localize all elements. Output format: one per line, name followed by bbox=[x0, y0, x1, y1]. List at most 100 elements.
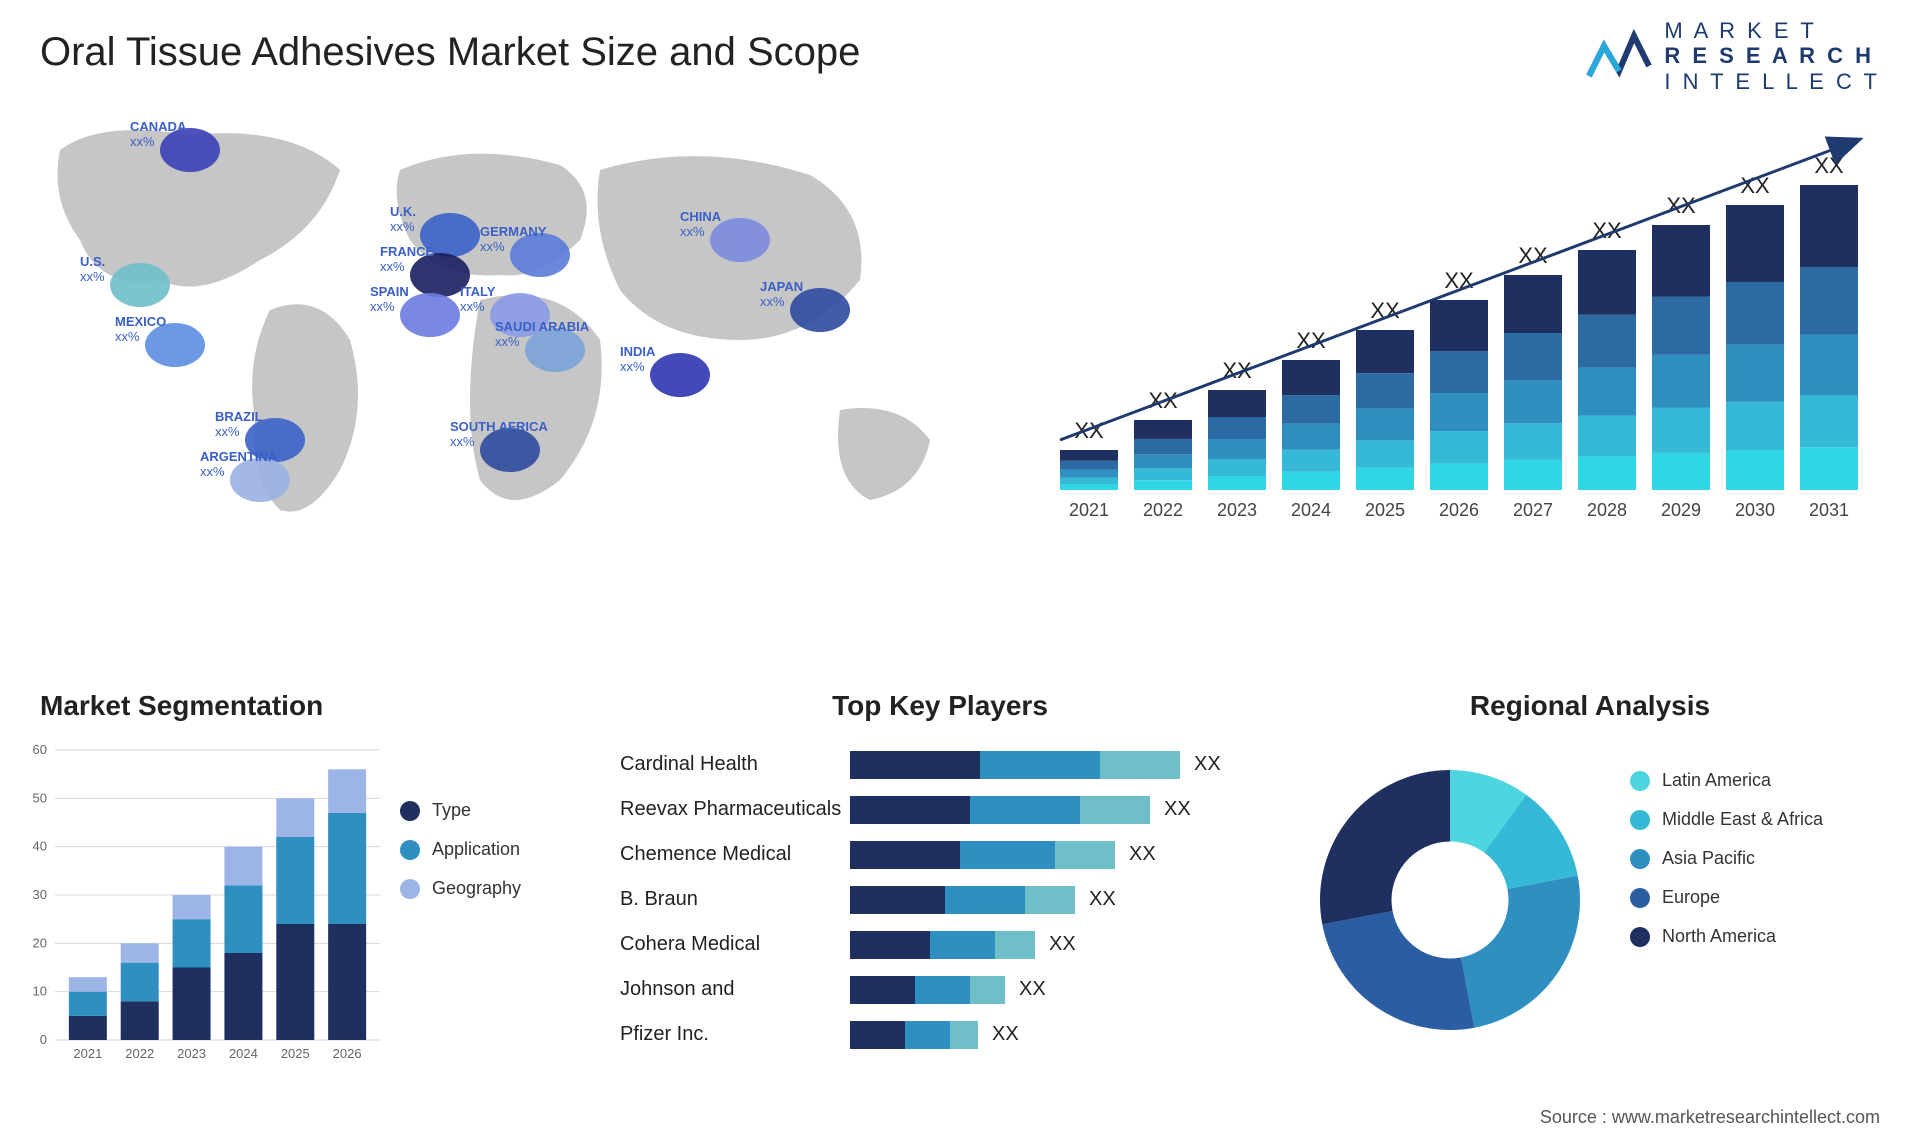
player-name: B. Braun bbox=[620, 888, 850, 911]
player-bar bbox=[850, 841, 1115, 869]
segmentation-title: Market Segmentation bbox=[40, 690, 600, 722]
donut-svg bbox=[1300, 750, 1600, 1050]
seg-legend-application: Application bbox=[400, 839, 521, 860]
map-label-india: INDIAxx% bbox=[620, 345, 655, 375]
source-text: Source : www.marketresearchintellect.com bbox=[1540, 1107, 1880, 1128]
svg-text:2025: 2025 bbox=[281, 1046, 310, 1061]
page-title: Oral Tissue Adhesives Market Size and Sc… bbox=[40, 30, 860, 75]
players-section: Top Key Players bbox=[620, 690, 1260, 722]
svg-text:0: 0 bbox=[40, 1032, 47, 1047]
player-name: Pfizer Inc. bbox=[620, 1023, 850, 1046]
player-value: XX bbox=[1164, 798, 1191, 821]
svg-text:2023: 2023 bbox=[177, 1046, 206, 1061]
svg-text:10: 10 bbox=[33, 984, 47, 999]
map-label-mexico: MEXICOxx% bbox=[115, 315, 166, 345]
world-map: CANADAxx% U.S.xx% MEXICOxx% BRAZILxx% ARGENT… bbox=[40, 110, 980, 540]
svg-text:2024: 2024 bbox=[1291, 500, 1331, 520]
svg-text:2029: 2029 bbox=[1661, 500, 1701, 520]
logo-text: M A R K E T R E S E A R C H I N T E L L … bbox=[1664, 18, 1880, 94]
svg-text:2024: 2024 bbox=[229, 1046, 258, 1061]
svg-text:2022: 2022 bbox=[125, 1046, 154, 1061]
svg-text:2021: 2021 bbox=[73, 1046, 102, 1061]
logo-icon bbox=[1584, 26, 1654, 86]
player-row: Johnson and XX bbox=[620, 967, 1260, 1012]
players-title: Top Key Players bbox=[620, 690, 1260, 722]
svg-text:2027: 2027 bbox=[1513, 500, 1553, 520]
player-name: Reevax Pharmaceuticals bbox=[620, 798, 850, 821]
svg-text:2028: 2028 bbox=[1587, 500, 1627, 520]
player-row: Pfizer Inc. XX bbox=[620, 1012, 1260, 1057]
segmentation-chart: 0 10 20 30 40 50 60 2021 2022 2023 2024 2025 2026 bbox=[20, 740, 390, 1070]
player-row: Cohera Medical XX bbox=[620, 922, 1260, 967]
map-label-argentina: ARGENTINAxx% bbox=[200, 450, 277, 480]
map-label-south-africa: SOUTH AFRICAxx% bbox=[450, 420, 548, 450]
region-legend-latin-america: Latin America bbox=[1630, 770, 1823, 791]
svg-text:XX: XX bbox=[1518, 243, 1548, 268]
svg-text:60: 60 bbox=[33, 742, 47, 757]
svg-text:XX: XX bbox=[1814, 153, 1844, 178]
svg-text:2023: 2023 bbox=[1217, 500, 1257, 520]
map-label-japan: JAPANxx% bbox=[760, 280, 803, 310]
player-name: Cohera Medical bbox=[620, 933, 850, 956]
player-row: Cardinal Health XX bbox=[620, 742, 1260, 787]
region-legend-middle-east-africa: Middle East & Africa bbox=[1630, 809, 1823, 830]
growth-chart-svg: XX2021XX2022XX2023XX2024XX2025XX2026XX20… bbox=[1040, 120, 1880, 540]
svg-text:2030: 2030 bbox=[1735, 500, 1775, 520]
svg-text:2022: 2022 bbox=[1143, 500, 1183, 520]
player-bar bbox=[850, 1021, 978, 1049]
segmentation-legend: Type Application Geography bbox=[400, 800, 521, 917]
region-legend-europe: Europe bbox=[1630, 887, 1823, 908]
logo-line2: R E S E A R C H bbox=[1664, 43, 1880, 68]
map-label-italy: ITALYxx% bbox=[460, 285, 495, 315]
logo-line3: I N T E L L E C T bbox=[1664, 69, 1880, 94]
player-name: Johnson and bbox=[620, 978, 850, 1001]
player-name: Chemence Medical bbox=[620, 843, 850, 866]
regional-section: Regional Analysis bbox=[1300, 690, 1880, 722]
map-label-china: CHINAxx% bbox=[680, 210, 721, 240]
player-row: B. Braun XX bbox=[620, 877, 1260, 922]
map-label-brazil: BRAZILxx% bbox=[215, 410, 263, 440]
svg-text:30: 30 bbox=[33, 887, 47, 902]
map-label-u-k-: U.K.xx% bbox=[390, 205, 416, 235]
player-value: XX bbox=[1194, 753, 1221, 776]
svg-text:2021: 2021 bbox=[1069, 500, 1109, 520]
svg-text:XX: XX bbox=[1740, 173, 1770, 198]
player-bar bbox=[850, 751, 1180, 779]
svg-text:50: 50 bbox=[33, 790, 47, 805]
player-bar bbox=[850, 976, 1005, 1004]
player-row: Reevax Pharmaceuticals XX bbox=[620, 787, 1260, 832]
regional-legend: Latin America Middle East & Africa Asia Pa… bbox=[1630, 770, 1823, 965]
map-label-u-s-: U.S.xx% bbox=[80, 255, 105, 285]
regional-title: Regional Analysis bbox=[1300, 690, 1880, 722]
player-name: Cardinal Health bbox=[620, 753, 850, 776]
player-value: XX bbox=[1019, 978, 1046, 1001]
map-label-canada: CANADAxx% bbox=[130, 120, 186, 150]
player-value: XX bbox=[1089, 888, 1116, 911]
growth-chart: XX2021XX2022XX2023XX2024XX2025XX2026XX20… bbox=[1040, 120, 1880, 540]
map-label-spain: SPAINxx% bbox=[370, 285, 409, 315]
player-bar bbox=[850, 886, 1075, 914]
seg-legend-geography: Geography bbox=[400, 878, 521, 899]
svg-text:40: 40 bbox=[33, 839, 47, 854]
logo-line1: M A R K E T bbox=[1664, 18, 1880, 43]
seg-legend-type: Type bbox=[400, 800, 521, 821]
segmentation-section: Market Segmentation bbox=[40, 690, 600, 722]
svg-text:2031: 2031 bbox=[1809, 500, 1849, 520]
player-value: XX bbox=[1129, 843, 1156, 866]
svg-text:2026: 2026 bbox=[1439, 500, 1479, 520]
region-legend-asia-pacific: Asia Pacific bbox=[1630, 848, 1823, 869]
player-value: XX bbox=[1049, 933, 1076, 956]
svg-text:20: 20 bbox=[33, 935, 47, 950]
players-list: Cardinal Health XX Reevax Pharmaceuticals X… bbox=[620, 742, 1260, 1057]
player-row: Chemence Medical XX bbox=[620, 832, 1260, 877]
map-label-germany: GERMANYxx% bbox=[480, 225, 546, 255]
svg-text:2026: 2026 bbox=[333, 1046, 362, 1061]
svg-text:2025: 2025 bbox=[1365, 500, 1405, 520]
map-label-france: FRANCExx% bbox=[380, 245, 434, 275]
player-value: XX bbox=[992, 1023, 1019, 1046]
regional-donut bbox=[1300, 750, 1600, 1050]
player-bar bbox=[850, 931, 1035, 959]
map-label-saudi-arabia: SAUDI ARABIAxx% bbox=[495, 320, 589, 350]
region-legend-north-america: North America bbox=[1630, 926, 1823, 947]
brand-logo: M A R K E T R E S E A R C H I N T E L L … bbox=[1584, 18, 1880, 94]
